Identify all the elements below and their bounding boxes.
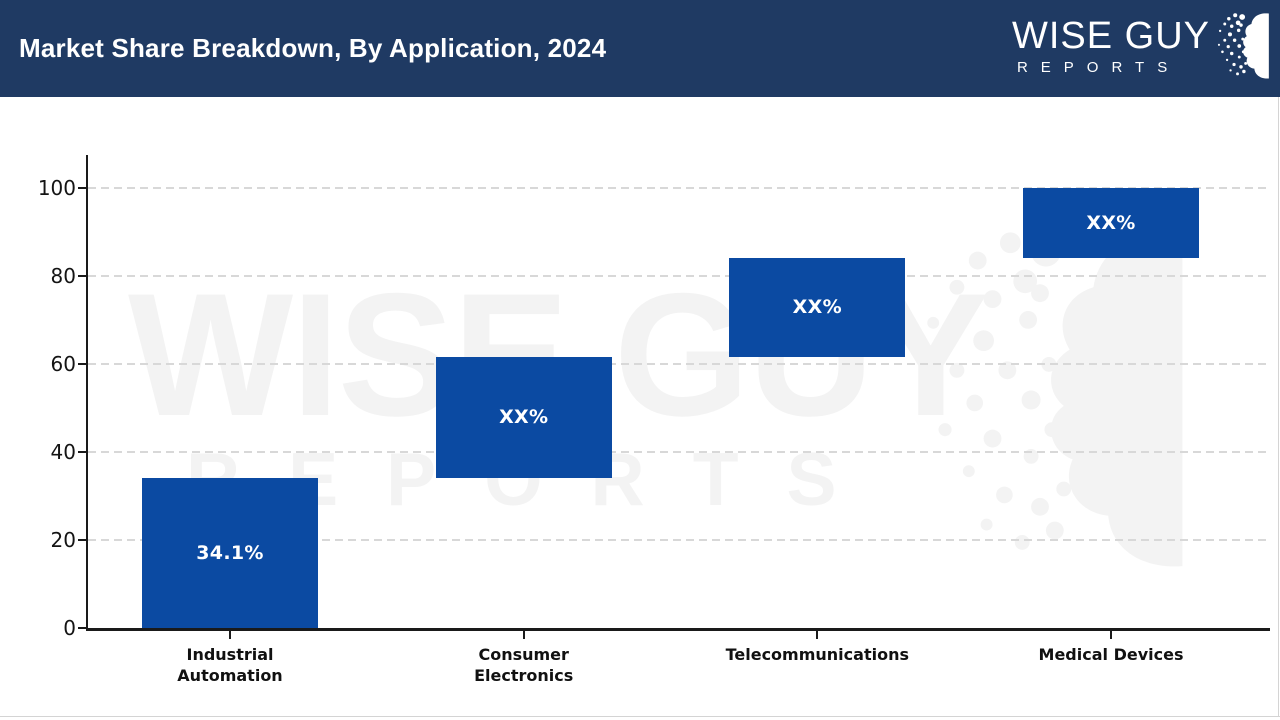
bar-value-label: XX% <box>1086 211 1136 234</box>
x-axis-tick <box>522 630 525 639</box>
y-axis-tick-label: 80 <box>50 264 76 288</box>
logo-brand-name: WISE GUY <box>1011 15 1210 58</box>
y-axis-tick-label: 20 <box>50 528 76 552</box>
y-axis-tick <box>78 451 86 453</box>
gridline-y-40 <box>88 451 1270 453</box>
bar-1: 34.1% <box>142 477 318 628</box>
wiseguy-logo-text: WISE GUY REPORTS <box>1011 15 1210 76</box>
x-axis-category-label: Medical Devices <box>1038 645 1184 664</box>
page-title: Market Share Breakdown, By Application, … <box>19 33 607 63</box>
x-axis-category-label: Telecommunications <box>725 645 909 664</box>
y-axis-tick-label: 0 <box>63 616 76 640</box>
bar-value-label: XX% <box>499 406 549 429</box>
y-axis-tick <box>78 275 86 277</box>
wiseguy-logo: WISE GUY REPORTS <box>1012 6 1270 86</box>
y-axis-line <box>86 155 88 631</box>
bar-value-label: XX% <box>792 296 842 319</box>
x-axis-tick <box>816 630 819 639</box>
y-axis-tick <box>78 363 86 365</box>
gridline-y-100 <box>88 187 1270 189</box>
y-axis-tick <box>78 627 86 629</box>
gridline-y-60 <box>88 363 1270 365</box>
wiseguy-face-logo-icon <box>1212 6 1270 86</box>
bar-value-label: 34.1% <box>196 541 264 564</box>
x-axis-line <box>86 628 1270 631</box>
page-right-border <box>1278 97 1279 717</box>
y-axis-tick-label: 40 <box>50 440 76 464</box>
gridline-y-80 <box>88 275 1270 277</box>
y-axis-tick-label: 100 <box>37 176 76 200</box>
bar-4: XX% <box>1023 188 1199 258</box>
x-axis-category-label: Industrial Automation <box>177 645 283 685</box>
x-axis-category-label: Consumer Electronics <box>474 645 574 685</box>
y-axis-tick <box>78 187 86 189</box>
x-axis-tick <box>1110 630 1112 639</box>
bar-2: XX% <box>435 356 612 478</box>
x-axis-tick <box>229 630 231 639</box>
y-axis-tick-label: 60 <box>50 352 76 376</box>
page-bottom-border <box>0 716 1280 717</box>
y-axis-tick <box>78 539 86 541</box>
logo-brand-subtitle: REPORTS <box>1016 58 1181 76</box>
header-bar: Market Share Breakdown, By Application, … <box>0 0 1280 97</box>
bar-3: XX% <box>729 257 906 357</box>
gridline-y-20 <box>88 539 1270 541</box>
